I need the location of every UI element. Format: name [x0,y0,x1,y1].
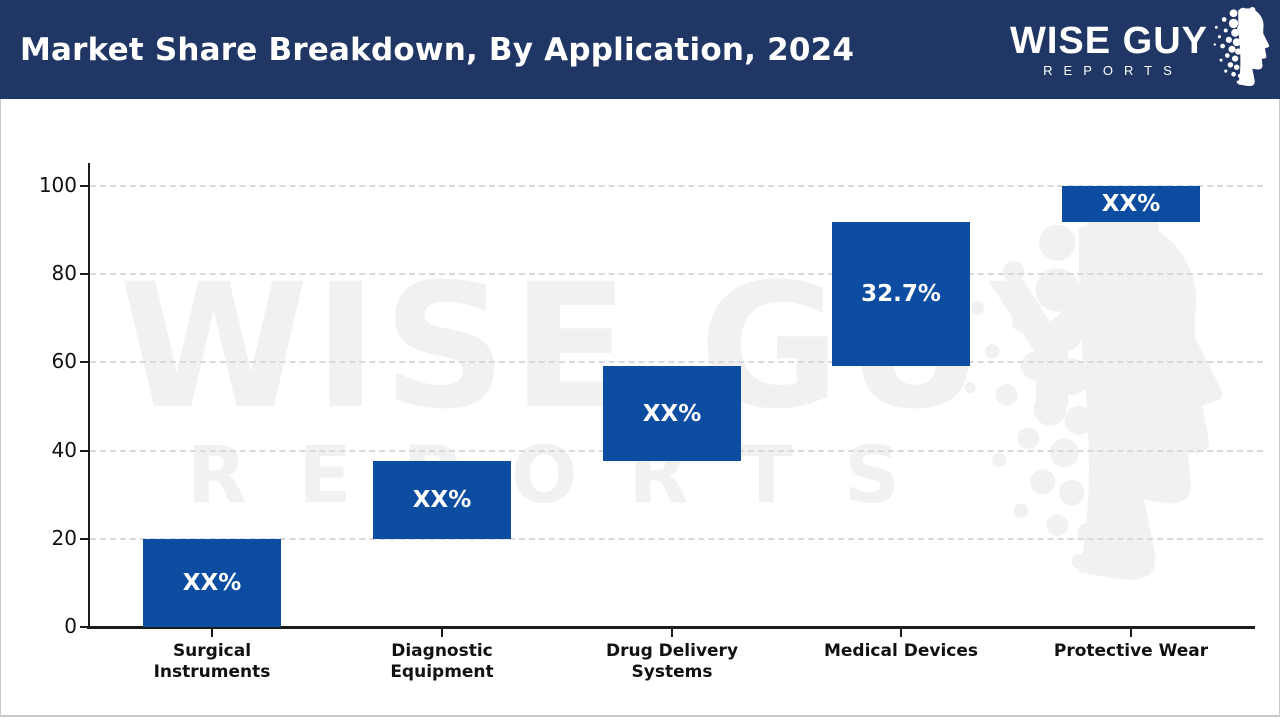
y-tick-label-0: 0 [64,614,77,638]
logo-head-icon [1213,7,1270,87]
x-axis-line [87,626,1255,629]
y-tick-label-20: 20 [51,525,77,550]
bar-value-label-diagnostic-equipment: XX% [412,486,472,513]
gridline-60 [90,361,1263,364]
logo-wordmark: WISE GUY [1009,20,1208,63]
page-title: Market Share Breakdown, By Application, … [20,31,855,68]
bar-protective-wear: XX% [1062,186,1200,223]
x-tick-surgical-instruments [211,629,213,637]
y-tick-0 [80,626,88,628]
logo-subtitle: REPORTS [1043,62,1183,78]
y-tick-label-40: 40 [51,437,77,462]
chart-panel: WISE GUY R E P O R T S 0 20 40 60 80 100 XX% Su… [0,99,1280,717]
bar-medical-devices: 32.7% [832,222,970,367]
bar-value-label-medical-devices: 32.7% [861,281,941,308]
logo-text: WISE GUY REPORTS [1009,20,1208,78]
y-axis-line [88,163,90,629]
y-tick-20 [80,537,88,540]
x-category-label-protective-wear: Protective Wear [1053,641,1209,661]
x-category-label-drug-delivery-systems: Drug Delivery Systems [605,641,739,683]
gridline-20 [90,537,1263,540]
y-tick-label-80: 80 [51,261,77,286]
y-tick-100 [80,185,88,187]
x-category-label-medical-devices: Medical Devices [823,641,978,661]
gridline-100 [90,185,1263,187]
x-tick-diagnostic-equipment [441,629,443,637]
bar-surgical-instruments: XX% [143,538,281,627]
y-tick-40 [80,449,88,452]
bar-value-label-protective-wear: XX% [1101,191,1161,218]
y-tick-label-60: 60 [51,349,77,374]
bar-value-label-surgical-instruments: XX% [182,569,242,596]
x-tick-medical-devices [900,629,902,637]
y-tick-60 [80,361,88,364]
x-tick-protective-wear [1130,629,1132,637]
bar-value-label-drug-delivery-systems: XX% [642,400,702,427]
bar-drug-delivery-systems: XX% [603,366,741,461]
y-tick-80 [80,273,88,276]
gridline-80 [90,273,1263,276]
logo: WISE GUY REPORTS [1010,6,1272,94]
x-category-label-surgical-instruments: Surgical Instruments [153,641,271,683]
header-bar: Market Share Breakdown, By Application, … [0,0,1280,99]
x-tick-drug-delivery-systems [671,629,673,637]
x-category-label-diagnostic-equipment: Diagnostic Equipment [390,641,494,683]
y-tick-label-100: 100 [38,173,77,197]
bar-diagnostic-equipment: XX% [373,460,511,539]
